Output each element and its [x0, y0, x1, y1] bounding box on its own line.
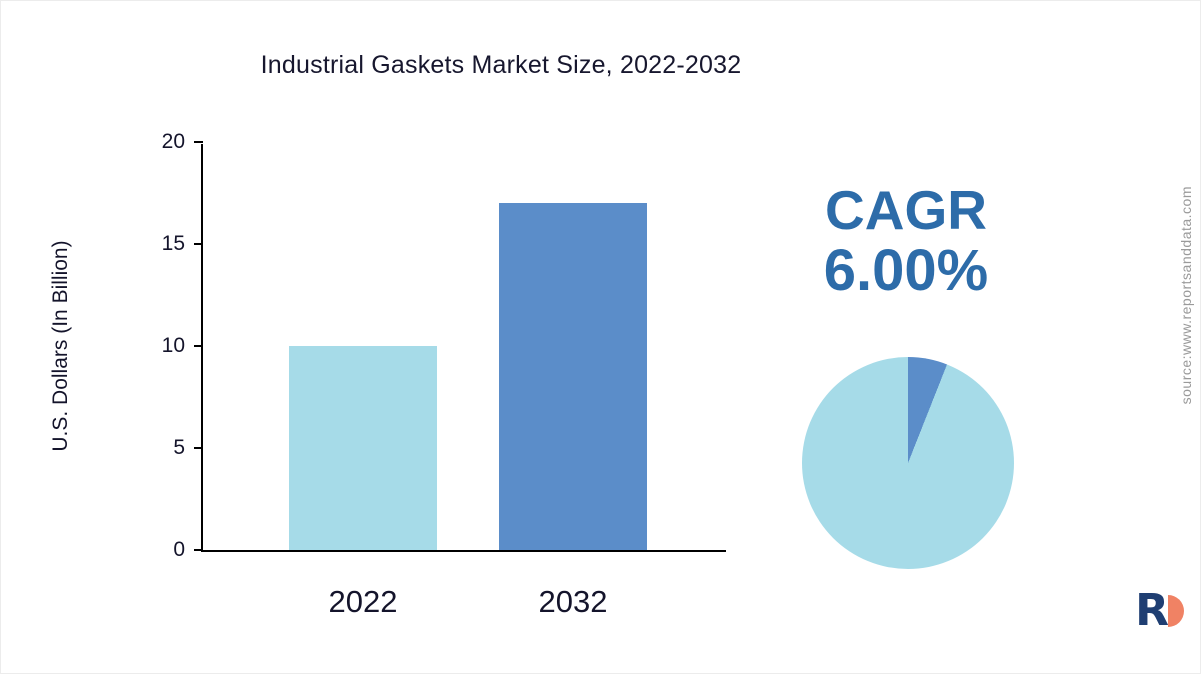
x-tick-label: 2032: [538, 584, 608, 619]
y-tick-mark: [194, 447, 203, 449]
bar-2032: [499, 203, 647, 550]
y-tick-label: 20: [161, 130, 185, 153]
y-tick-label: 15: [161, 232, 185, 255]
brand-logo: R: [1135, 589, 1184, 633]
pie-chart: [802, 357, 1014, 569]
y-tick-mark: [194, 141, 203, 143]
source-attribution: source:www.reportsanddata.com: [1178, 186, 1194, 405]
y-tick-label: 5: [173, 436, 185, 459]
bar-2022: [289, 346, 437, 550]
logo-orange-shape: [1168, 595, 1184, 627]
y-tick-mark: [194, 345, 203, 347]
x-tick-label: 2022: [328, 584, 398, 619]
cagr-block: CAGR 6.00%: [756, 183, 1056, 305]
plot-area: 2022 2032 0 5 10 15 20: [162, 130, 726, 619]
y-tick-label: 0: [173, 538, 185, 561]
chart-title: Industrial Gaskets Market Size, 2022-203…: [260, 51, 742, 79]
logo-letter-r: R: [1135, 585, 1169, 636]
y-tick-mark: [194, 549, 203, 551]
cagr-label: CAGR: [825, 179, 987, 241]
y-tick-mark: [194, 243, 203, 245]
cagr-value: 6.00%: [823, 238, 989, 303]
y-tick-label: 10: [161, 334, 185, 357]
y-axis-label: U.S. Dollars (In Billion): [49, 240, 72, 452]
